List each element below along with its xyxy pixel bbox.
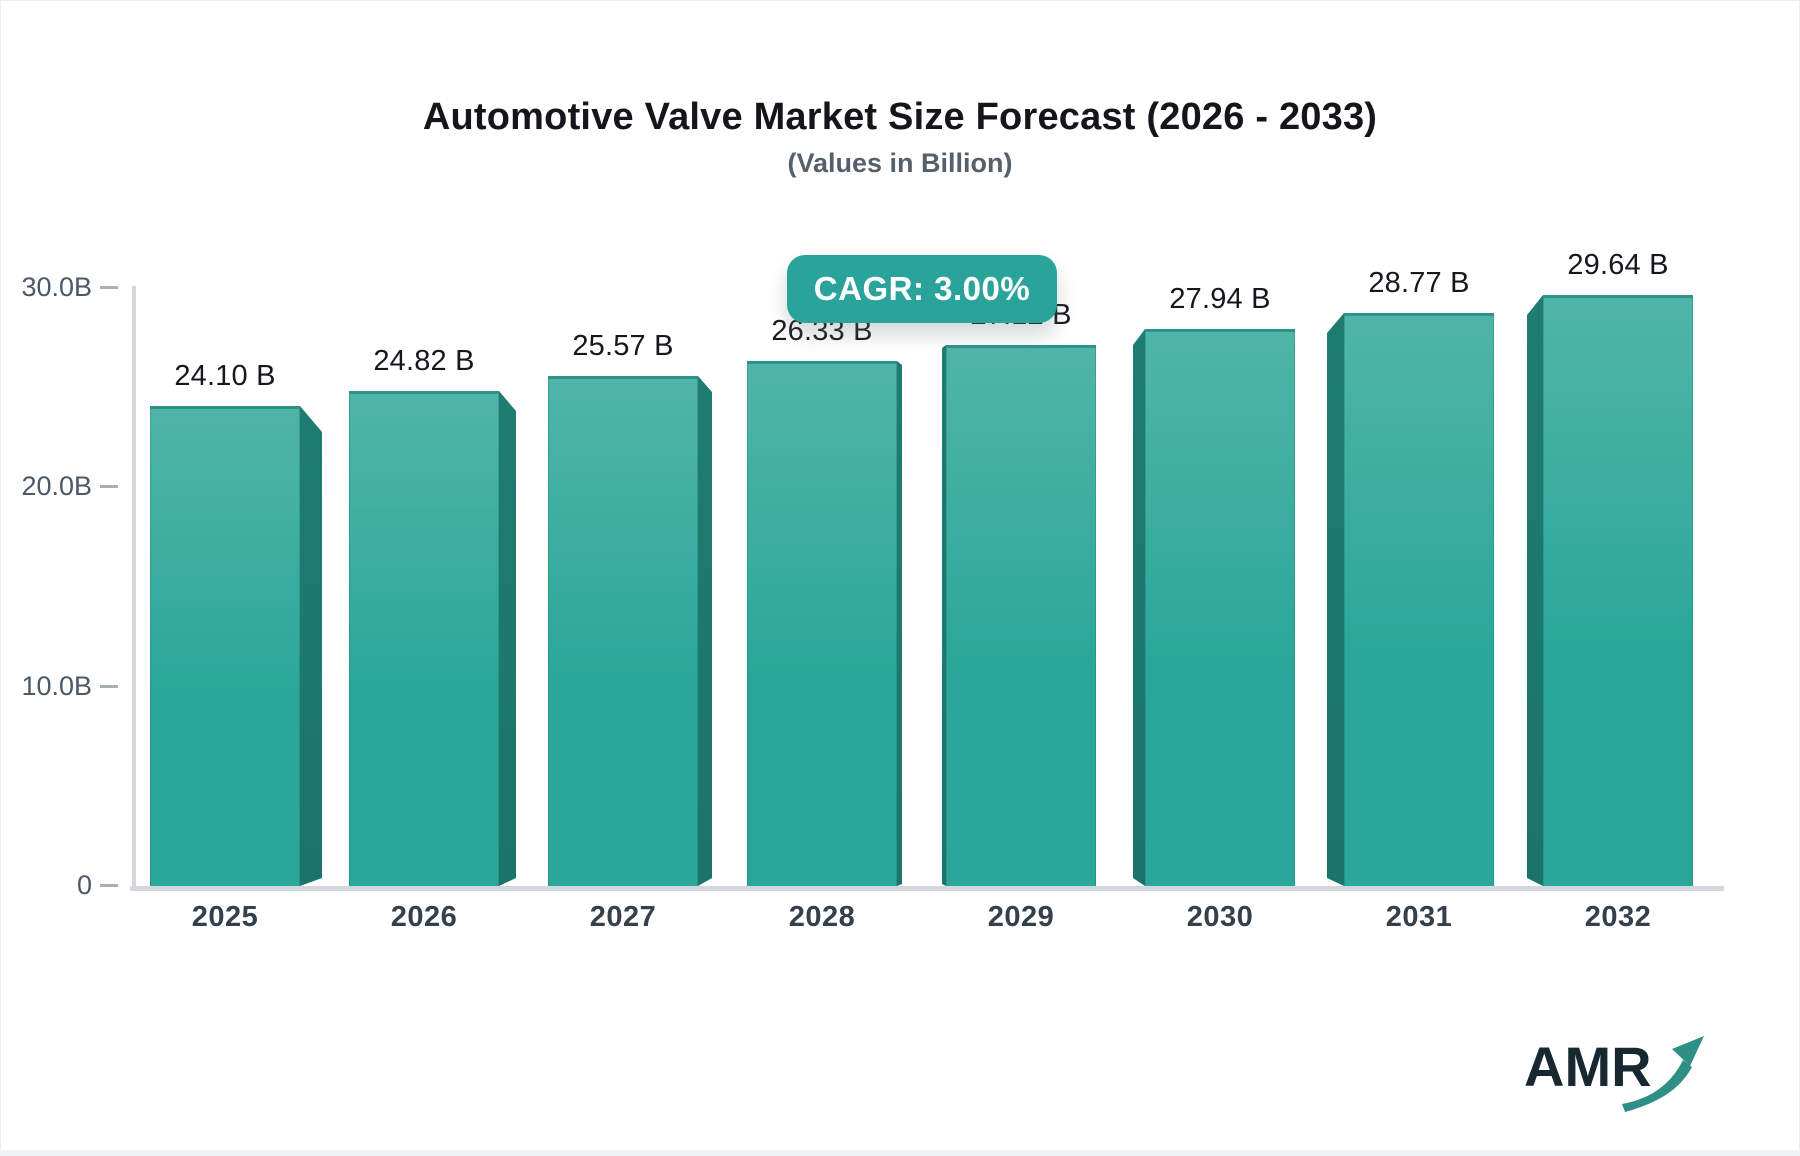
bar-value-label: 24.82 B <box>373 345 475 377</box>
amr-logo: AMR <box>1524 1035 1704 1112</box>
bar-3d-side <box>942 345 946 886</box>
y-axis-tick-mark <box>100 286 118 289</box>
bar-3d-side <box>300 406 322 886</box>
bottom-strip <box>0 1150 1800 1156</box>
x-axis-tick-label: 2032 <box>1584 901 1652 933</box>
bar-2027[interactable] <box>548 376 698 886</box>
bar-3d-side <box>1133 329 1145 886</box>
bar-3d-side <box>897 361 902 886</box>
bar-2026[interactable] <box>349 391 499 886</box>
bar-2028[interactable] <box>747 361 897 886</box>
bar-2031[interactable] <box>1344 313 1494 886</box>
chart-title: Automotive Valve Market Size Forecast (2… <box>422 96 1378 138</box>
y-axis-tick-mark <box>100 485 118 489</box>
x-axis-tick-label: 2030 <box>1186 901 1254 933</box>
bar-3d-side <box>1527 295 1543 886</box>
bar-2025[interactable] <box>150 406 300 886</box>
y-axis-tick-label: 10.0B <box>21 670 92 701</box>
x-axis-tick-label: 2025 <box>191 901 259 933</box>
x-axis-line <box>130 886 1724 891</box>
bar-2030[interactable] <box>1145 329 1295 886</box>
y-axis-tick-mark <box>100 684 118 688</box>
y-axis-tick-label: 0 <box>76 870 92 900</box>
x-axis-tick-label: 2028 <box>788 901 856 933</box>
trend-up-arrow-icon <box>1622 1036 1704 1112</box>
bar-2032[interactable] <box>1543 295 1693 886</box>
y-axis-line <box>132 286 136 891</box>
bar-value-label: 24.10 B <box>174 360 276 392</box>
cagr-badge: CAGR: 3.00% <box>787 255 1057 323</box>
bar-3d-side <box>1327 313 1344 886</box>
bar-value-label: 28.77 B <box>1368 267 1470 299</box>
bar-value-label: 29.64 B <box>1567 249 1669 281</box>
x-axis-tick-label: 2029 <box>987 901 1055 933</box>
x-axis-tick-label: 2026 <box>390 901 458 933</box>
y-axis-tick-label: 30.0B <box>21 272 92 302</box>
bar-2029[interactable] <box>946 345 1096 886</box>
x-axis-tick-label: 2031 <box>1385 901 1453 933</box>
bar-value-label: 25.57 B <box>572 330 674 362</box>
x-axis-tick-label: 2027 <box>589 901 657 933</box>
bar-3d-side <box>698 376 712 886</box>
bar-value-label: 27.94 B <box>1169 283 1271 315</box>
y-axis-tick-label: 20.0B <box>21 471 92 502</box>
y-axis-tick-mark <box>100 884 118 887</box>
bar-3d-side <box>499 391 516 886</box>
chart-subtitle: (Values in Billion) <box>787 148 1013 178</box>
logo-text: AMR <box>1524 1035 1652 1098</box>
